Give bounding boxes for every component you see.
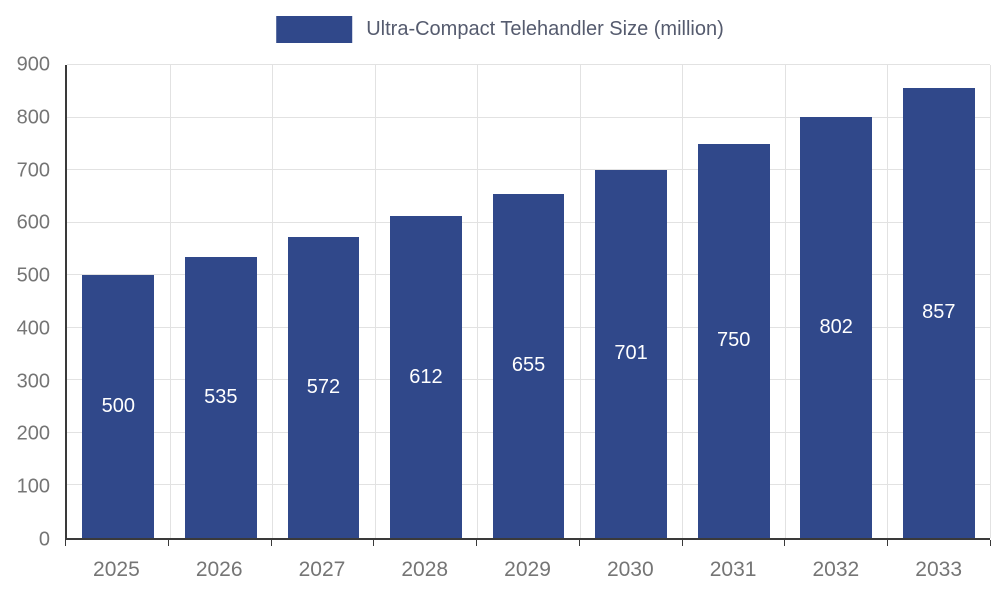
y-tick-label: 400 — [16, 317, 50, 340]
bar-value-label: 857 — [922, 301, 956, 324]
bar-value-label: 612 — [409, 365, 443, 388]
bar-2027: 572 — [287, 237, 360, 538]
x-tick-label: 2026 — [195, 558, 243, 581]
x-tick-mark — [578, 540, 580, 546]
legend-swatch-icon — [276, 16, 353, 43]
bar-slot: 612 — [375, 65, 478, 538]
x-tick-mark — [167, 540, 169, 546]
x-tick-mark — [990, 540, 991, 546]
y-tick-label: 800 — [16, 106, 50, 129]
bar-2028: 612 — [390, 216, 462, 538]
x-labels: 2025 2026 2027 2028 2029 2030 2031 2032 2033 — [65, 558, 990, 582]
bar-value-label: 802 — [819, 315, 853, 338]
y-tick-label: 0 — [38, 528, 50, 551]
horizontal-gridline — [67, 116, 990, 118]
vertical-gridline — [169, 65, 171, 538]
bar-2025: 500 — [82, 275, 155, 538]
horizontal-gridline — [67, 64, 990, 65]
vertical-gridline — [784, 65, 786, 538]
vertical-gridline — [272, 65, 274, 538]
bar-value-label: 655 — [511, 354, 546, 377]
vertical-gridline — [682, 65, 684, 538]
x-tick-mark — [373, 540, 375, 546]
bar-slot: 535 — [170, 65, 273, 538]
x-tick-mark — [784, 540, 786, 546]
vertical-gridline — [579, 65, 581, 538]
vertical-gridline — [990, 65, 991, 538]
y-tick-label: 600 — [16, 211, 50, 234]
y-tick-label: 500 — [16, 264, 50, 287]
y-tick-label: 700 — [16, 159, 50, 182]
plot-area: 500 535 572 612 655 701 750 802 857 — [65, 64, 991, 540]
bar-slot: 500 — [67, 65, 170, 538]
x-tick-label: 2027 — [298, 558, 346, 581]
y-axis: 0 100 200 300 400 500 600 700 800 900 — [0, 54, 58, 551]
vertical-gridline — [477, 65, 479, 538]
bar-2033: 857 — [902, 87, 975, 538]
bar-slot: 655 — [477, 65, 580, 538]
legend-label: Ultra-Compact Telehandler Size (million) — [366, 18, 724, 40]
y-tick-label: 300 — [16, 370, 50, 393]
x-tick-label: 2030 — [606, 558, 654, 581]
bar-2030: 701 — [595, 169, 667, 538]
bar-slot: 701 — [580, 65, 683, 538]
x-tick-mark — [476, 540, 478, 546]
x-tick-label: 2028 — [401, 558, 449, 581]
bar-value-label: 750 — [716, 329, 751, 352]
bar-2032: 802 — [800, 116, 873, 538]
bar-2026: 535 — [184, 256, 257, 538]
bar-slot: 802 — [785, 65, 888, 538]
bar-slot: 857 — [888, 65, 991, 538]
legend[interactable]: Ultra-Compact Telehandler Size (million) — [276, 16, 724, 43]
horizontal-gridline — [67, 169, 990, 171]
x-tick-label: 2033 — [915, 558, 962, 581]
bar-value-label: 701 — [614, 342, 648, 365]
vertical-gridline — [887, 65, 889, 538]
x-tick-label: 2025 — [93, 558, 140, 581]
y-tick-label: 200 — [16, 422, 50, 445]
x-axis: 2025 2026 2027 2028 2029 2030 2031 2032 2033 — [65, 540, 991, 595]
x-tick-label: 2032 — [812, 558, 860, 581]
bar-slot: 750 — [682, 65, 785, 538]
x-tick-mark — [65, 540, 66, 546]
y-tick-label: 100 — [16, 475, 50, 498]
x-tick-mark — [887, 540, 889, 546]
x-tick-label: 2029 — [504, 558, 551, 581]
bar-value-label: 572 — [306, 376, 341, 399]
bar-slot: 572 — [272, 65, 375, 538]
vertical-gridline — [374, 65, 376, 538]
y-tick-label: 900 — [16, 53, 50, 76]
x-tick-mark — [270, 540, 272, 546]
x-tick-mark — [681, 540, 683, 546]
bar-value-label: 535 — [204, 385, 238, 408]
bar-2029: 655 — [492, 193, 565, 538]
bars: 500 535 572 612 655 701 750 802 857 — [67, 65, 990, 538]
bar-value-label: 500 — [101, 395, 135, 418]
x-tick-label: 2031 — [709, 558, 757, 581]
bar-2031: 750 — [697, 143, 770, 538]
